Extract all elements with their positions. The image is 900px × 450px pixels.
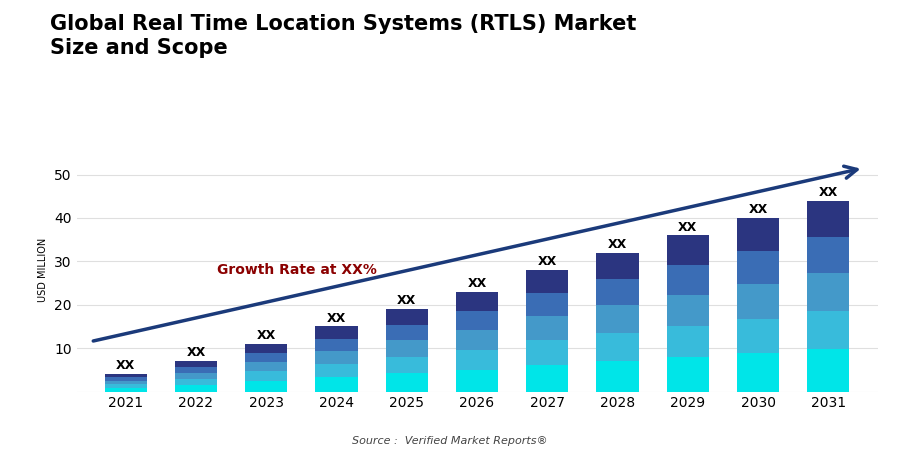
- Bar: [737, 251, 779, 284]
- Text: XX: XX: [327, 312, 346, 325]
- Bar: [315, 326, 357, 339]
- Bar: [597, 333, 639, 361]
- Bar: [245, 371, 287, 381]
- Bar: [245, 381, 287, 392]
- Bar: [175, 361, 217, 367]
- Bar: [737, 353, 779, 392]
- Bar: [597, 361, 639, 392]
- Bar: [315, 377, 357, 392]
- Bar: [667, 357, 709, 392]
- Bar: [807, 237, 850, 273]
- Bar: [807, 201, 850, 237]
- Bar: [456, 292, 498, 310]
- Bar: [175, 379, 217, 385]
- Bar: [386, 309, 427, 325]
- Bar: [456, 310, 498, 329]
- Bar: [807, 311, 850, 350]
- Bar: [667, 326, 709, 357]
- Bar: [667, 235, 709, 265]
- Bar: [737, 284, 779, 319]
- Text: XX: XX: [397, 294, 417, 307]
- Bar: [175, 367, 217, 373]
- Bar: [245, 353, 287, 362]
- Text: XX: XX: [679, 220, 698, 234]
- Text: XX: XX: [116, 360, 135, 373]
- Text: Growth Rate at XX%: Growth Rate at XX%: [217, 263, 377, 277]
- Bar: [315, 339, 357, 351]
- Bar: [737, 218, 779, 251]
- Bar: [456, 350, 498, 369]
- Bar: [104, 374, 147, 378]
- Bar: [104, 384, 147, 388]
- Text: XX: XX: [819, 186, 838, 199]
- Bar: [245, 362, 287, 371]
- Text: XX: XX: [256, 329, 275, 342]
- Bar: [386, 325, 427, 340]
- Bar: [526, 341, 568, 365]
- Bar: [807, 273, 850, 311]
- Bar: [104, 378, 147, 381]
- Text: Source :  Verified Market Reports®: Source : Verified Market Reports®: [352, 436, 548, 446]
- Bar: [104, 388, 147, 392]
- Bar: [386, 357, 427, 374]
- Bar: [315, 364, 357, 377]
- Bar: [245, 344, 287, 353]
- Text: XX: XX: [749, 203, 768, 216]
- Bar: [526, 293, 568, 316]
- Text: XX: XX: [467, 277, 487, 290]
- Text: XX: XX: [608, 238, 627, 251]
- Bar: [667, 265, 709, 295]
- Bar: [386, 374, 427, 392]
- Text: Global Real Time Location Systems (RTLS) Market
Size and Scope: Global Real Time Location Systems (RTLS)…: [50, 14, 636, 58]
- Bar: [597, 306, 639, 333]
- Bar: [175, 385, 217, 392]
- Y-axis label: USD MILLION: USD MILLION: [39, 238, 49, 302]
- Bar: [175, 373, 217, 379]
- Bar: [456, 369, 498, 392]
- Bar: [597, 279, 639, 306]
- Text: XX: XX: [186, 346, 205, 360]
- Bar: [526, 270, 568, 293]
- Text: XX: XX: [537, 255, 557, 268]
- Bar: [456, 329, 498, 350]
- Bar: [737, 319, 779, 353]
- Bar: [526, 365, 568, 392]
- Bar: [667, 295, 709, 326]
- Bar: [386, 340, 427, 357]
- Bar: [315, 351, 357, 364]
- Bar: [104, 381, 147, 384]
- Bar: [807, 350, 850, 392]
- Bar: [597, 252, 639, 279]
- Bar: [526, 316, 568, 341]
